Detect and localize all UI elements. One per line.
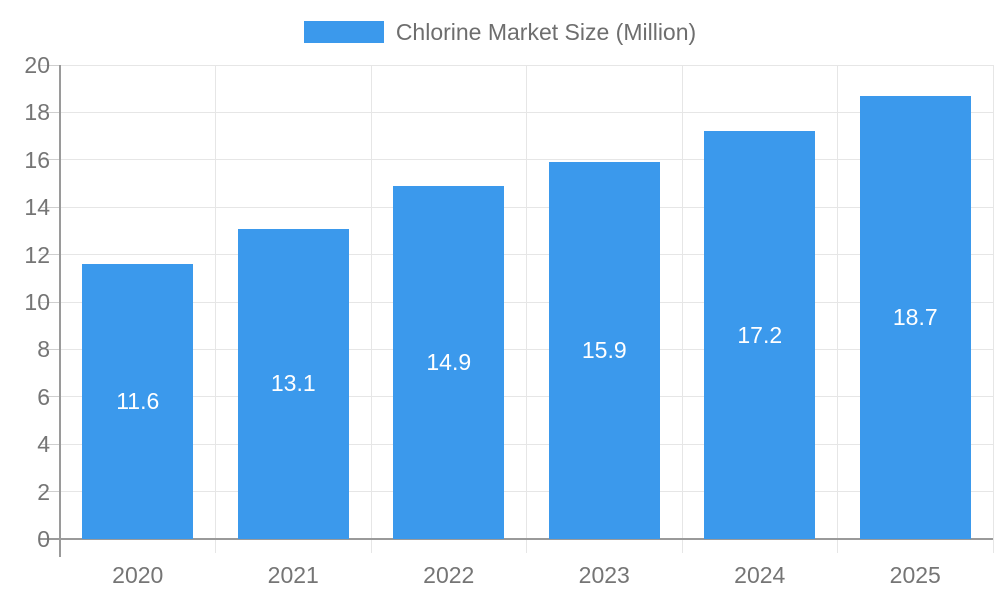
x-axis-line [40, 538, 993, 540]
x-tick-label: 2024 [734, 562, 786, 588]
x-tick [681, 539, 683, 553]
bar-value-label: 17.2 [737, 321, 783, 348]
bar-value-label: 15.9 [581, 337, 627, 364]
gridline-x [992, 65, 994, 539]
bar-value-label: 11.6 [116, 388, 160, 415]
gridline-x [526, 65, 527, 539]
plot-area: 11.6 13.1 14.9 15.9 17.2 18.7 [40, 64, 994, 557]
x-tick [370, 539, 372, 553]
y-tick [40, 301, 60, 303]
gridline-x [215, 65, 216, 539]
legend-label: Chlorine Market Size (Million) [395, 19, 697, 45]
x-tick [837, 539, 838, 553]
y-tick [40, 64, 60, 66]
bar-value-label: 18.7 [892, 303, 938, 330]
x-tick-label: 2025 [889, 562, 941, 588]
gridline-x [837, 65, 838, 539]
y-tick [40, 206, 60, 208]
y-axis-line [59, 65, 61, 557]
x-tick-label: 2021 [267, 562, 319, 588]
y-tick [40, 491, 60, 493]
x-tick-label: 2022 [423, 562, 475, 588]
x-tick [992, 539, 994, 553]
chart-legend[interactable]: Chlorine Market Size (Million) [0, 19, 1000, 45]
x-tick [215, 539, 216, 553]
gridline-x [681, 65, 683, 539]
bar-2024 [704, 131, 816, 539]
y-tick [40, 159, 60, 161]
bar-value-label: 13.1 [270, 370, 316, 397]
bar-2021 [237, 228, 349, 539]
y-tick [40, 254, 60, 256]
bar-2023 [548, 162, 660, 539]
bar-value-label: 14.9 [426, 348, 472, 375]
y-tick [40, 348, 60, 350]
bar-2025 [859, 95, 971, 539]
x-tick-label: 2023 [578, 562, 630, 588]
y-tick [40, 443, 60, 445]
bar-2020 [82, 264, 194, 539]
legend-swatch[interactable] [303, 21, 384, 43]
x-tick [526, 539, 527, 553]
x-tick-label: 2020 [112, 562, 164, 588]
y-tick [40, 111, 60, 113]
y-tick [40, 396, 60, 398]
bar-2022 [393, 185, 505, 539]
gridline-x [370, 65, 372, 539]
